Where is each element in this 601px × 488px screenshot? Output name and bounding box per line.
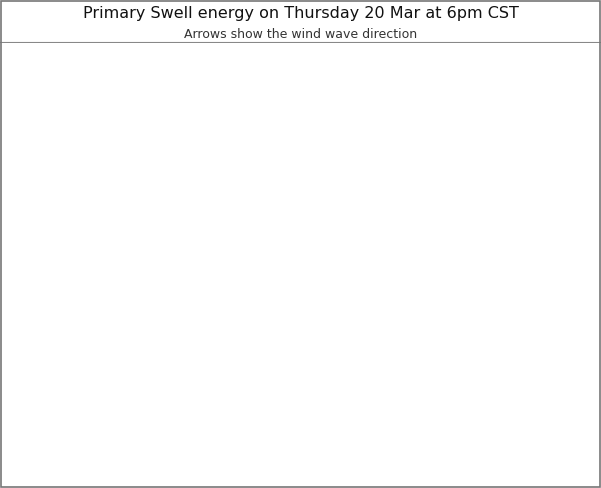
Text: Primary Swell energy on Thursday 20 Mar at 6pm CST: Primary Swell energy on Thursday 20 Mar … <box>82 6 519 21</box>
Text: Arrows show the wind wave direction: Arrows show the wind wave direction <box>184 28 417 41</box>
Text: cartopy required: cartopy required <box>243 259 358 272</box>
